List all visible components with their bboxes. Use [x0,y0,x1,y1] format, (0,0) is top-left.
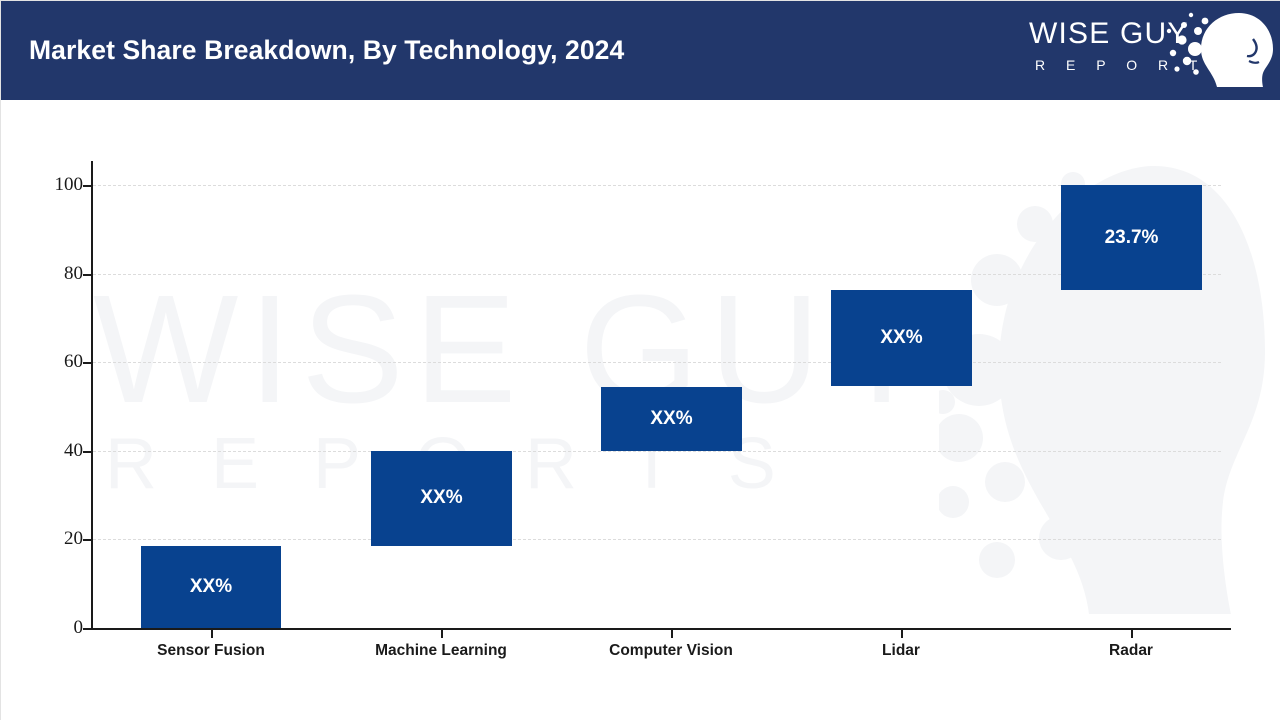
ytick-mark-20 [83,539,91,541]
bar-label-lidar: XX% [880,327,923,349]
ytick-mark-60 [83,362,91,365]
ytick-label-80: 80 [64,262,83,284]
page-title: Market Share Breakdown, By Technology, 2… [29,35,625,65]
xtick-label-machine-learning: Machine Learning [375,642,507,659]
bar-radar[interactable] [1061,185,1202,291]
page-header: Market Share Breakdown, By Technology, 2… [1,1,1280,100]
y-axis-line [91,161,94,629]
ytick-mark-80 [83,273,91,276]
bar-label-radar: 23.7% [1104,226,1159,248]
logo-wordmark-primary: WISE GUY [1029,17,1189,50]
ytick-mark-40 [83,450,91,453]
xtick-mark-machine-learning [441,630,443,638]
brand-logo: WISE GUY R E P O R T S [1009,9,1275,91]
bar-sensor-fusion[interactable] [141,546,281,628]
watermark-text-primary: WISE GUY [93,263,944,435]
gridline-60 [93,362,1221,364]
xtick-mark-sensor-fusion [211,630,213,638]
xtick-label-lidar: Lidar [882,642,920,659]
bar-lidar[interactable] [831,290,972,387]
gridline-40 [93,450,1221,452]
ytick-mark-0 [83,628,91,630]
ytick-label-100: 100 [54,174,84,196]
bar-label-computer-vision: XX% [650,407,693,429]
ytick-label-40: 40 [64,439,83,461]
gridline-20 [93,539,1221,540]
xtick-label-computer-vision: Computer Vision [609,642,733,659]
gridline-80 [93,273,1221,275]
gridline-100 [93,185,1221,187]
ytick-mark-100 [83,185,91,188]
xtick-mark-radar [1131,630,1133,638]
xtick-mark-lidar [901,630,903,638]
bar-label-machine-learning: XX% [420,487,463,509]
dotted-head-icon [1166,12,1273,87]
xtick-label-sensor-fusion: Sensor Fusion [157,642,265,659]
ytick-label-20: 20 [64,528,83,549]
bar-label-sensor-fusion: XX% [189,576,233,598]
x-axis-line [91,628,1231,631]
xtick-label-radar: Radar [1109,642,1153,659]
ytick-label-60: 60 [64,351,83,373]
bar-machine-learning[interactable] [371,450,512,547]
ytick-label-0: 0 [73,617,84,638]
xtick-mark-computer-vision [671,630,673,638]
bar-computer-vision[interactable] [601,386,742,451]
